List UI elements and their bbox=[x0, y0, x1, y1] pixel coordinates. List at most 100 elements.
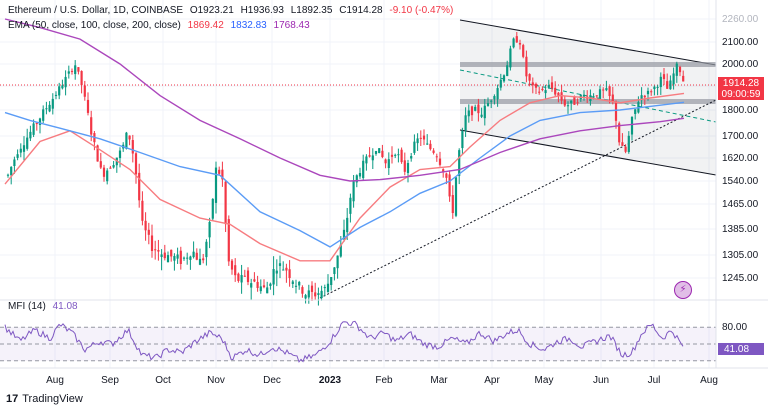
candle-body bbox=[144, 220, 147, 231]
ema100-value: 1832.83 bbox=[230, 20, 267, 31]
candle-body bbox=[413, 141, 416, 153]
candle-body bbox=[563, 99, 566, 106]
low-value: L1892.35 bbox=[290, 5, 333, 16]
candle-body bbox=[672, 73, 675, 85]
candle-body bbox=[102, 167, 106, 177]
candle-body bbox=[621, 142, 624, 146]
candle-body bbox=[371, 155, 374, 161]
ema-legend: EMA (50, close, 100, close, 200, close) … bbox=[8, 20, 314, 31]
candle-body bbox=[349, 197, 352, 214]
time-axis-tick: May bbox=[535, 375, 554, 386]
ema50-line bbox=[4, 92, 685, 262]
candle-body bbox=[544, 90, 547, 94]
candle-body bbox=[234, 265, 237, 276]
support-zone bbox=[460, 99, 716, 104]
candle-body bbox=[134, 153, 138, 175]
tradingview-footer[interactable]: 17 TradingView bbox=[6, 393, 83, 405]
candle-body bbox=[106, 170, 109, 182]
candle-body bbox=[496, 88, 499, 100]
candle-body bbox=[675, 63, 678, 76]
price-axis-tick: 1465.00 bbox=[722, 199, 759, 210]
candle-body bbox=[643, 95, 646, 98]
candle-body bbox=[10, 166, 13, 176]
candle-body bbox=[243, 275, 246, 277]
candle-body bbox=[70, 70, 74, 72]
candle-body bbox=[230, 260, 234, 270]
candle-body bbox=[448, 174, 451, 197]
candle-body bbox=[157, 249, 160, 252]
candle-body bbox=[22, 145, 26, 152]
candle-body bbox=[173, 256, 176, 261]
mfi-line bbox=[4, 320, 684, 363]
candle-body bbox=[99, 161, 102, 168]
price-axis-tick: 2000.00 bbox=[722, 59, 759, 70]
event-icon[interactable]: ⚡ bbox=[674, 281, 692, 299]
candle-body bbox=[397, 154, 400, 156]
candle-body bbox=[154, 249, 157, 251]
candle-body bbox=[176, 254, 179, 259]
candle-body bbox=[512, 38, 515, 48]
candle-body bbox=[403, 160, 406, 172]
candle-body bbox=[346, 217, 349, 233]
candle-body bbox=[582, 94, 586, 97]
candle-body bbox=[320, 290, 323, 299]
candle-body bbox=[333, 267, 336, 275]
candle-body bbox=[29, 131, 32, 139]
candle-body bbox=[80, 71, 83, 86]
candle-body bbox=[259, 286, 262, 292]
mfi-label: MFI (14) bbox=[8, 301, 46, 312]
price-axis-tick: 1385.00 bbox=[722, 224, 759, 235]
candle-body bbox=[74, 65, 77, 75]
candle-body bbox=[653, 86, 656, 90]
candle-body bbox=[640, 95, 643, 101]
candle-body bbox=[182, 257, 186, 259]
open-value: O1923.21 bbox=[189, 5, 234, 16]
candle-body bbox=[6, 174, 10, 176]
candle-body bbox=[83, 85, 86, 97]
candle-body bbox=[118, 150, 122, 159]
candle-body bbox=[422, 135, 426, 140]
candle-body bbox=[477, 104, 480, 114]
candle-body bbox=[282, 269, 285, 271]
candle-body bbox=[394, 154, 397, 156]
candle-body bbox=[214, 167, 218, 203]
candle-body bbox=[272, 269, 275, 285]
candle-body bbox=[278, 263, 282, 266]
candle-body bbox=[352, 180, 355, 202]
candle-body bbox=[240, 275, 243, 283]
candle-body bbox=[387, 159, 390, 169]
candle-body bbox=[310, 285, 314, 292]
price-axis-tick: 1620.00 bbox=[722, 153, 759, 164]
candle-body bbox=[237, 273, 240, 281]
candle-body bbox=[602, 89, 605, 91]
time-axis-tick: Dec bbox=[263, 375, 281, 386]
candle-body bbox=[198, 258, 202, 265]
candle-body bbox=[54, 94, 58, 96]
candle-body bbox=[336, 255, 339, 269]
candle-body bbox=[666, 81, 669, 89]
time-axis-tick: 2023 bbox=[319, 375, 342, 386]
candle-body bbox=[179, 250, 182, 264]
candle-body bbox=[573, 96, 576, 105]
candle-body bbox=[541, 88, 544, 91]
candle-body bbox=[464, 115, 467, 131]
time-axis-tick: Apr bbox=[484, 375, 500, 386]
candle-body bbox=[522, 45, 525, 57]
tradingview-brand: TradingView bbox=[22, 393, 83, 405]
candle-body bbox=[566, 105, 570, 107]
candle-body bbox=[381, 150, 384, 158]
candle-body bbox=[355, 175, 358, 183]
candle-body bbox=[374, 151, 378, 154]
candle-body bbox=[26, 137, 29, 149]
candle-body bbox=[656, 86, 659, 88]
candle-body bbox=[630, 116, 634, 135]
candle-body bbox=[128, 135, 131, 140]
candle-body bbox=[682, 75, 685, 82]
bar-countdown: 09:00:59 bbox=[721, 89, 761, 100]
candle-body bbox=[547, 85, 550, 88]
candle-body bbox=[61, 85, 64, 89]
candle-body bbox=[317, 293, 320, 295]
candle-body bbox=[368, 155, 371, 157]
time-axis-tick: Jun bbox=[593, 375, 609, 386]
